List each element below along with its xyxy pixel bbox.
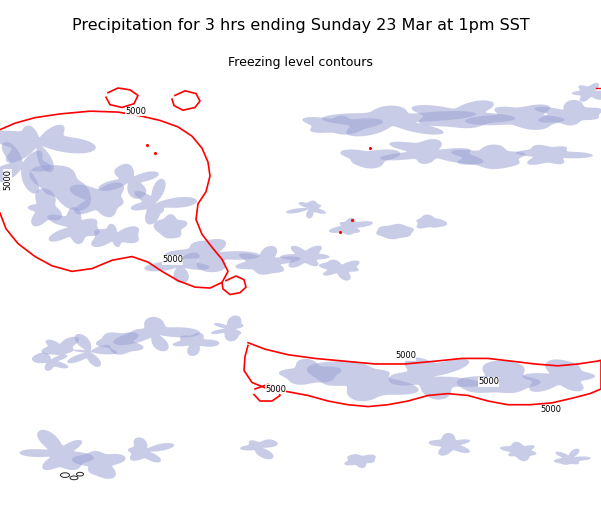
Text: 5000: 5000 xyxy=(478,377,499,387)
Polygon shape xyxy=(236,246,300,275)
Polygon shape xyxy=(465,104,564,130)
Polygon shape xyxy=(32,353,69,371)
Polygon shape xyxy=(516,145,593,165)
Polygon shape xyxy=(500,442,537,461)
Polygon shape xyxy=(572,83,601,102)
Polygon shape xyxy=(554,449,591,465)
Polygon shape xyxy=(67,334,117,367)
Polygon shape xyxy=(96,332,144,355)
Polygon shape xyxy=(376,224,414,239)
Polygon shape xyxy=(29,165,91,211)
Polygon shape xyxy=(302,116,383,135)
Text: 5000: 5000 xyxy=(540,405,561,414)
Polygon shape xyxy=(91,224,139,247)
Polygon shape xyxy=(319,260,359,281)
Polygon shape xyxy=(0,142,51,194)
Polygon shape xyxy=(240,439,278,459)
Text: 5000: 5000 xyxy=(265,385,286,394)
Polygon shape xyxy=(522,359,595,392)
Polygon shape xyxy=(154,214,188,238)
Polygon shape xyxy=(128,437,174,463)
Polygon shape xyxy=(70,182,124,217)
Polygon shape xyxy=(144,253,209,283)
Polygon shape xyxy=(113,317,200,351)
Text: Precipitation for 3 hrs ending Sunday 23 Mar at 1pm SST: Precipitation for 3 hrs ending Sunday 23… xyxy=(72,18,529,33)
Polygon shape xyxy=(72,451,126,479)
Polygon shape xyxy=(429,433,470,456)
Polygon shape xyxy=(47,207,100,244)
Polygon shape xyxy=(416,214,447,229)
Polygon shape xyxy=(389,357,482,399)
Text: 5000: 5000 xyxy=(3,169,12,190)
Polygon shape xyxy=(99,164,159,199)
Polygon shape xyxy=(41,337,79,356)
Text: Freezing level contours: Freezing level contours xyxy=(228,56,373,69)
Text: 5000: 5000 xyxy=(162,255,183,264)
Polygon shape xyxy=(307,361,419,401)
Text: 5000: 5000 xyxy=(125,107,146,116)
Polygon shape xyxy=(172,333,219,356)
Polygon shape xyxy=(380,139,483,164)
Polygon shape xyxy=(280,246,329,268)
Polygon shape xyxy=(0,125,96,172)
Polygon shape xyxy=(451,144,526,169)
Polygon shape xyxy=(534,100,601,125)
Polygon shape xyxy=(211,316,243,341)
Polygon shape xyxy=(412,100,515,128)
Polygon shape xyxy=(20,430,94,470)
Polygon shape xyxy=(279,359,341,385)
Polygon shape xyxy=(286,200,326,218)
Polygon shape xyxy=(28,188,62,226)
Polygon shape xyxy=(344,454,376,468)
Polygon shape xyxy=(131,179,197,225)
Polygon shape xyxy=(322,105,476,136)
Text: 5000: 5000 xyxy=(395,352,416,360)
Polygon shape xyxy=(457,361,541,393)
Polygon shape xyxy=(165,239,260,272)
Polygon shape xyxy=(329,218,373,235)
Polygon shape xyxy=(340,150,400,169)
